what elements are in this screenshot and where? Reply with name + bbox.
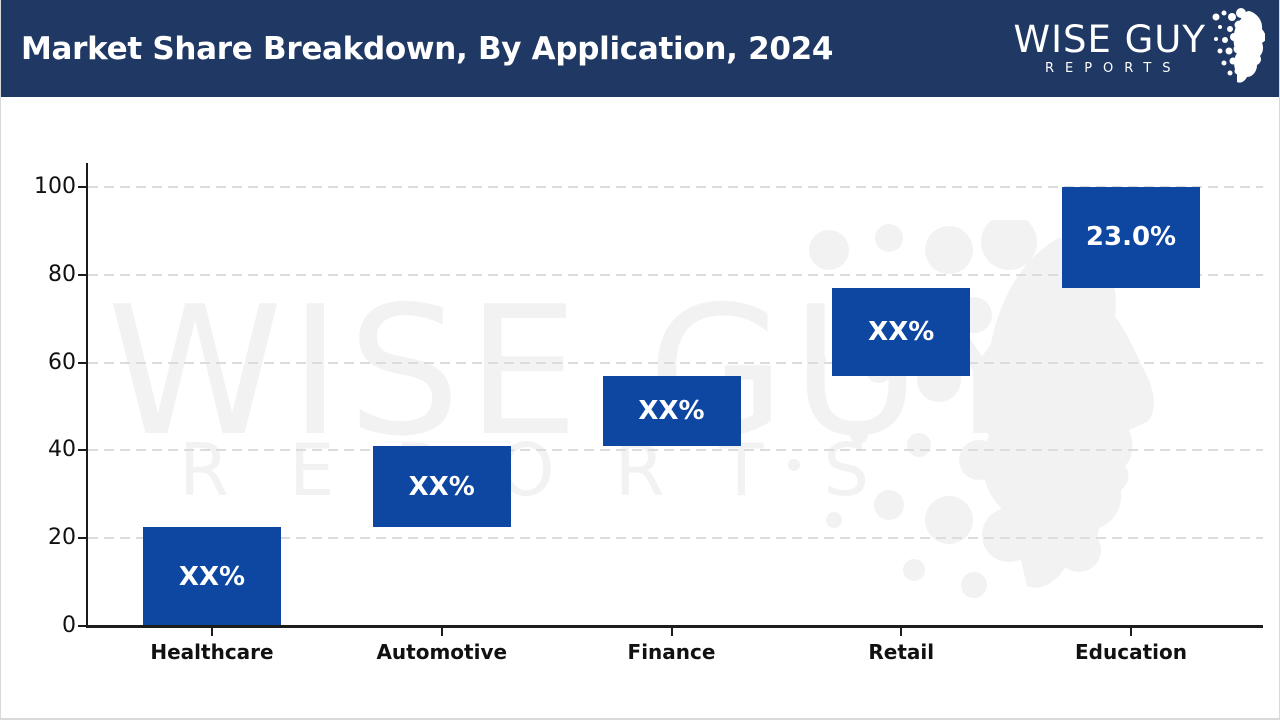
bar-value-label-education: 23.0% <box>1085 222 1177 253</box>
x-label-finance: Finance <box>627 640 716 664</box>
y-tick-100 <box>78 186 87 188</box>
wiseguy-head-logo-icon <box>1212 8 1265 83</box>
bar-healthcare: XX% <box>143 527 281 626</box>
bar-value-label-automotive: XX% <box>408 471 475 502</box>
y-axis-line <box>86 163 88 628</box>
x-tick-retail <box>900 628 903 636</box>
gridline-y-60 <box>88 361 1263 364</box>
bar-value-label-finance: XX% <box>638 395 705 426</box>
wiseguy-logo: WISE GUY REPORTS <box>1014 7 1265 87</box>
x-label-retail: Retail <box>868 640 935 664</box>
watermark-reports-text: REPORTS <box>179 428 930 512</box>
wiseguy-logo-text: WISE GUY REPORTS <box>1013 17 1206 76</box>
x-label-education: Education <box>1075 640 1187 664</box>
y-tick-20 <box>78 537 87 540</box>
bar-automotive: XX% <box>372 446 511 528</box>
x-tick-healthcare <box>211 628 213 636</box>
y-tick-60 <box>78 361 87 364</box>
bar-value-label-retail: XX% <box>868 316 935 347</box>
logo-wiseguy-label: WISE GUY <box>1013 17 1206 61</box>
y-tick-0 <box>78 625 87 627</box>
y-tick-label-20: 20 <box>48 525 76 551</box>
y-tick-label-80: 80 <box>48 261 76 287</box>
gridline-y-40 <box>88 449 1263 452</box>
header-bar: Market Share Breakdown, By Application, … <box>1 0 1279 97</box>
gridline-y-100 <box>88 186 1263 188</box>
gridline-y-20 <box>88 537 1263 540</box>
wiseguy-head-watermark <box>788 220 1154 598</box>
bar-education: 23.0% <box>1062 187 1200 288</box>
x-tick-automotive <box>440 628 443 636</box>
bar-retail: XX% <box>832 287 971 376</box>
y-tick-label-60: 60 <box>48 349 76 375</box>
page-title: Market Share Breakdown, By Application, … <box>21 30 834 67</box>
x-label-automotive: Automotive <box>376 640 508 664</box>
x-axis-line <box>86 625 1263 628</box>
logo-reports-label: REPORTS <box>1044 60 1182 76</box>
bar-finance: XX% <box>602 375 741 446</box>
bar-value-label-healthcare: XX% <box>178 561 246 592</box>
x-tick-finance <box>670 628 673 636</box>
x-label-healthcare: Healthcare <box>150 640 274 664</box>
y-tick-label-40: 40 <box>48 437 76 463</box>
y-tick-80 <box>78 273 87 276</box>
y-tick-label-100: 100 <box>34 174 76 199</box>
y-tick-label-0: 0 <box>62 613 76 638</box>
gridline-y-80 <box>88 273 1263 276</box>
y-tick-40 <box>78 449 87 452</box>
x-tick-education <box>1130 628 1132 636</box>
